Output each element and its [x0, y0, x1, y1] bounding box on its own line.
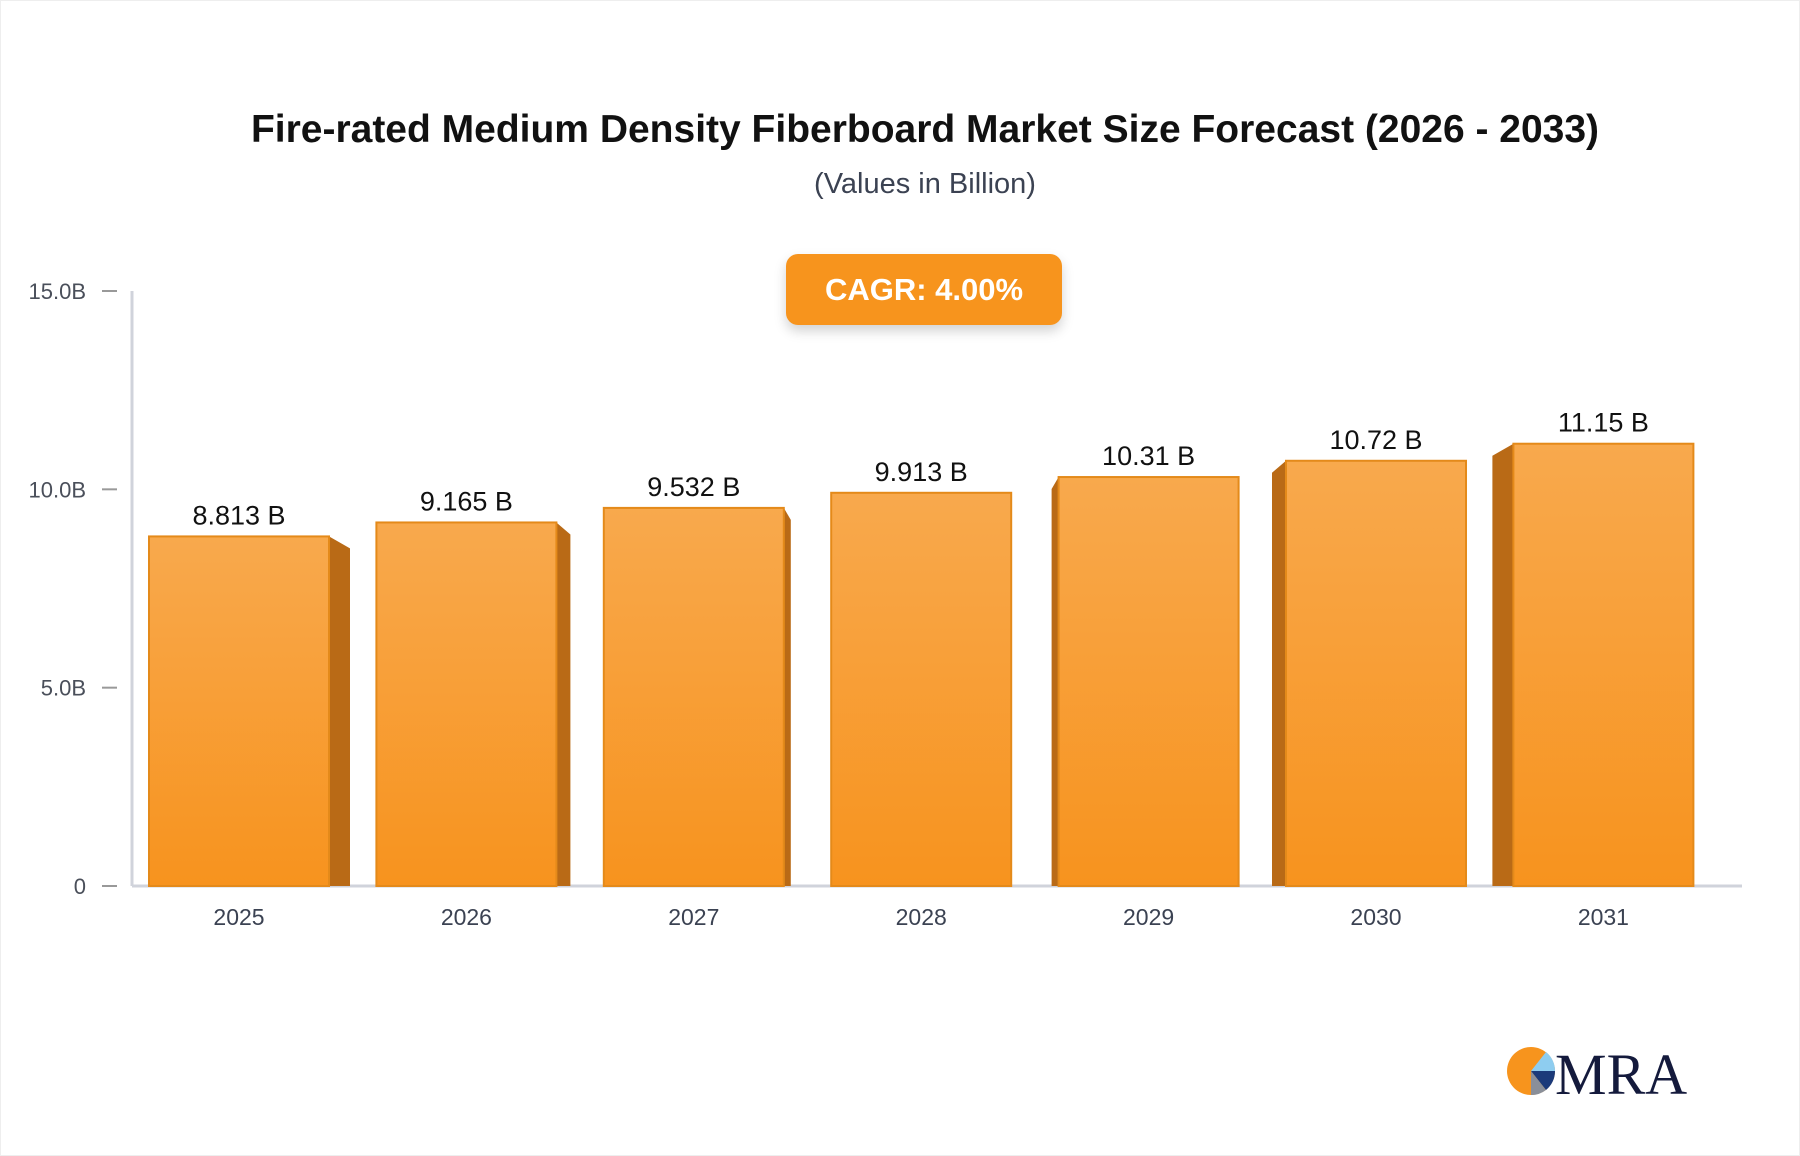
y-tick-label: 5.0B	[41, 676, 86, 701]
chart-subtitle: (Values in Billion)	[814, 168, 1036, 200]
y-tick-label: 0	[74, 874, 86, 899]
bar-side	[1492, 443, 1514, 886]
x-tick-label: 2025	[213, 904, 264, 930]
svg-text:MRA: MRA	[1555, 1042, 1687, 1102]
chart-title: Fire-rated Medium Density Fiberboard Mar…	[250, 108, 1600, 151]
x-tick-label: 2029	[1123, 904, 1174, 930]
y-tick-label: 15.0B	[29, 279, 87, 304]
data-label: 10.31 B	[1102, 441, 1195, 471]
x-tick-label: 2030	[1350, 904, 1401, 930]
bar	[830, 491, 1013, 887]
bar-side	[783, 507, 791, 886]
bar	[148, 535, 330, 887]
y-tick-label: 10.0B	[29, 477, 87, 502]
x-tick-label: 2027	[668, 904, 719, 930]
bar	[602, 506, 785, 887]
data-label: 8.813 B	[192, 500, 285, 530]
bar	[375, 521, 558, 888]
data-label: 9.913 B	[875, 457, 968, 487]
x-tick-label: 2026	[441, 904, 492, 930]
pie-logo-icon: MRA	[1507, 1042, 1687, 1102]
bar	[1512, 442, 1695, 887]
data-label: 11.15 B	[1558, 408, 1649, 438]
bar-side	[329, 536, 350, 886]
x-tick-label: 2031	[1578, 904, 1629, 930]
mra-logo: MRA	[1505, 1040, 1695, 1102]
x-tick-label: 2028	[896, 904, 947, 930]
data-label: 9.532 B	[647, 472, 740, 502]
bar-side	[1051, 477, 1059, 886]
bar-side	[1272, 460, 1286, 886]
bar-side	[556, 522, 571, 886]
data-label: 10.72 B	[1329, 425, 1422, 455]
cagr-badge: CAGR: 4.00%	[786, 254, 1062, 325]
bar	[1285, 459, 1467, 887]
bar	[1057, 476, 1240, 887]
data-label: 9.165 B	[420, 486, 513, 516]
